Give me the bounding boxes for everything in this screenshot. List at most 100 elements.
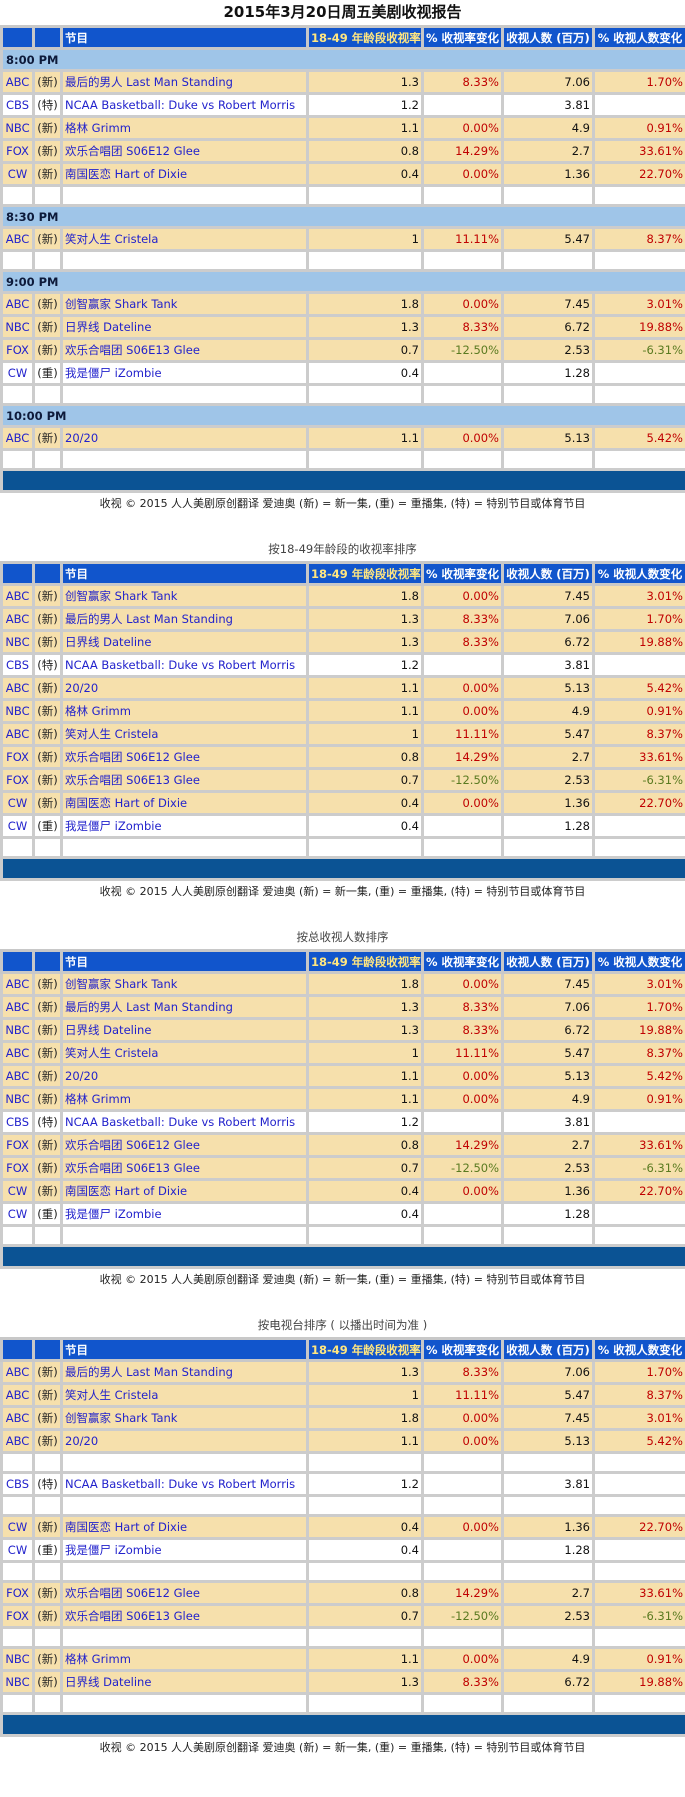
program-link[interactable]: 格林 Grimm xyxy=(60,115,309,141)
network-cell[interactable]: NBC xyxy=(0,1669,35,1695)
program-link[interactable]: 我是僵尸 iZombie xyxy=(60,1201,309,1227)
header-program[interactable]: 节目 xyxy=(60,949,309,974)
header-rating-18-49[interactable]: 18-49 年龄段收视率 xyxy=(306,561,424,586)
program-link[interactable]: 格林 Grimm xyxy=(60,698,309,724)
program-link[interactable]: NCAA Basketball: Duke vs Robert Morris xyxy=(60,652,309,678)
program-link[interactable]: 20/20 xyxy=(60,1428,309,1454)
header-network[interactable] xyxy=(0,561,35,586)
program-link[interactable]: 欢乐合唱团 S06E12 Glee xyxy=(60,744,309,770)
program-link[interactable]: 笑对人生 Cristela xyxy=(60,1040,309,1066)
header-network[interactable] xyxy=(0,25,35,50)
program-link[interactable]: 南国医恋 Hart of Dixie xyxy=(60,1514,309,1540)
network-cell[interactable]: ABC xyxy=(0,1405,35,1431)
header-viewers[interactable]: 收视人数 (百万) xyxy=(501,949,595,974)
network-cell[interactable]: NBC xyxy=(0,115,35,141)
program-link[interactable]: 欢乐合唱团 S06E12 Glee xyxy=(60,1132,309,1158)
header-tag[interactable] xyxy=(32,561,63,586)
network-cell[interactable]: FOX xyxy=(0,138,35,164)
header-tag[interactable] xyxy=(32,1337,63,1362)
network-cell[interactable]: CBS xyxy=(0,1109,35,1135)
program-link[interactable]: 日界线 Dateline xyxy=(60,1669,309,1695)
program-link[interactable]: 格林 Grimm xyxy=(60,1646,309,1672)
program-link[interactable]: 南国医恋 Hart of Dixie xyxy=(60,1178,309,1204)
program-link[interactable]: NCAA Basketball: Duke vs Robert Morris xyxy=(60,92,309,118)
program-link[interactable]: 我是僵尸 iZombie xyxy=(60,813,309,839)
program-link[interactable]: 欢乐合唱团 S06E13 Glee xyxy=(60,767,309,793)
program-link[interactable]: 最后的男人 Last Man Standing xyxy=(60,1359,309,1385)
header-rating-18-49[interactable]: 18-49 年龄段收视率 xyxy=(306,1337,424,1362)
network-cell[interactable]: NBC xyxy=(0,698,35,724)
program-link[interactable]: 笑对人生 Cristela xyxy=(60,226,309,252)
header-rating-change[interactable]: % 收视率变化 xyxy=(421,561,504,586)
program-link[interactable]: 最后的男人 Last Man Standing xyxy=(60,606,309,632)
network-cell[interactable]: FOX xyxy=(0,1603,35,1629)
program-link[interactable]: 欢乐合唱团 S06E13 Glee xyxy=(60,337,309,363)
network-cell[interactable]: CW xyxy=(0,813,35,839)
network-cell[interactable]: NBC xyxy=(0,1017,35,1043)
header-rating-change[interactable]: % 收视率变化 xyxy=(421,25,504,50)
header-rating-18-49[interactable]: 18-49 年龄段收视率 xyxy=(306,25,424,50)
network-cell[interactable]: ABC xyxy=(0,583,35,609)
network-cell[interactable]: CBS xyxy=(0,92,35,118)
program-link[interactable]: 格林 Grimm xyxy=(60,1086,309,1112)
network-cell[interactable]: NBC xyxy=(0,1646,35,1672)
network-cell[interactable]: ABC xyxy=(0,1040,35,1066)
program-link[interactable]: 创智赢家 Shark Tank xyxy=(60,971,309,997)
header-program[interactable]: 节目 xyxy=(60,561,309,586)
header-rating-18-49[interactable]: 18-49 年龄段收视率 xyxy=(306,949,424,974)
program-link[interactable]: 日界线 Dateline xyxy=(60,1017,309,1043)
program-link[interactable]: NCAA Basketball: Duke vs Robert Morris xyxy=(60,1471,309,1497)
network-cell[interactable]: ABC xyxy=(0,1428,35,1454)
network-cell[interactable]: ABC xyxy=(0,291,35,317)
program-link[interactable]: 欢乐合唱团 S06E13 Glee xyxy=(60,1155,309,1181)
header-tag[interactable] xyxy=(32,25,63,50)
network-cell[interactable]: ABC xyxy=(0,675,35,701)
header-viewers-change[interactable]: % 收视人数变化 xyxy=(592,949,685,974)
program-link[interactable]: 20/20 xyxy=(60,675,309,701)
header-network[interactable] xyxy=(0,1337,35,1362)
network-cell[interactable]: NBC xyxy=(0,1086,35,1112)
program-link[interactable]: 笑对人生 Cristela xyxy=(60,721,309,747)
program-link[interactable]: 南国医恋 Hart of Dixie xyxy=(60,790,309,816)
network-cell[interactable]: CW xyxy=(0,1178,35,1204)
program-link[interactable]: 最后的男人 Last Man Standing xyxy=(60,69,309,95)
header-tag[interactable] xyxy=(32,949,63,974)
network-cell[interactable]: ABC xyxy=(0,1063,35,1089)
header-viewers-change[interactable]: % 收视人数变化 xyxy=(592,561,685,586)
program-link[interactable]: 20/20 xyxy=(60,1063,309,1089)
header-viewers[interactable]: 收视人数 (百万) xyxy=(501,561,595,586)
header-viewers[interactable]: 收视人数 (百万) xyxy=(501,25,595,50)
program-link[interactable]: 创智赢家 Shark Tank xyxy=(60,1405,309,1431)
program-link[interactable]: 欢乐合唱团 S06E12 Glee xyxy=(60,138,309,164)
network-cell[interactable]: ABC xyxy=(0,425,35,451)
network-cell[interactable]: ABC xyxy=(0,606,35,632)
header-program[interactable]: 节目 xyxy=(60,1337,309,1362)
header-program[interactable]: 节目 xyxy=(60,25,309,50)
network-cell[interactable]: ABC xyxy=(0,69,35,95)
network-cell[interactable]: CW xyxy=(0,1537,35,1563)
program-link[interactable]: 最后的男人 Last Man Standing xyxy=(60,994,309,1020)
network-cell[interactable]: FOX xyxy=(0,744,35,770)
header-viewers[interactable]: 收视人数 (百万) xyxy=(501,1337,595,1362)
network-cell[interactable]: NBC xyxy=(0,314,35,340)
network-cell[interactable]: ABC xyxy=(0,1359,35,1385)
network-cell[interactable]: ABC xyxy=(0,1382,35,1408)
network-cell[interactable]: ABC xyxy=(0,971,35,997)
network-cell[interactable]: FOX xyxy=(0,1580,35,1606)
network-cell[interactable]: CW xyxy=(0,1514,35,1540)
program-link[interactable]: 我是僵尸 iZombie xyxy=(60,360,309,386)
network-cell[interactable]: FOX xyxy=(0,1132,35,1158)
network-cell[interactable]: CBS xyxy=(0,1471,35,1497)
network-cell[interactable]: FOX xyxy=(0,337,35,363)
program-link[interactable]: 我是僵尸 iZombie xyxy=(60,1537,309,1563)
header-viewers-change[interactable]: % 收视人数变化 xyxy=(592,1337,685,1362)
network-cell[interactable]: CW xyxy=(0,161,35,187)
network-cell[interactable]: CW xyxy=(0,790,35,816)
header-rating-change[interactable]: % 收视率变化 xyxy=(421,1337,504,1362)
program-link[interactable]: 20/20 xyxy=(60,425,309,451)
network-cell[interactable]: CBS xyxy=(0,652,35,678)
network-cell[interactable]: ABC xyxy=(0,994,35,1020)
network-cell[interactable]: NBC xyxy=(0,629,35,655)
program-link[interactable]: 欢乐合唱团 S06E13 Glee xyxy=(60,1603,309,1629)
program-link[interactable]: 笑对人生 Cristela xyxy=(60,1382,309,1408)
